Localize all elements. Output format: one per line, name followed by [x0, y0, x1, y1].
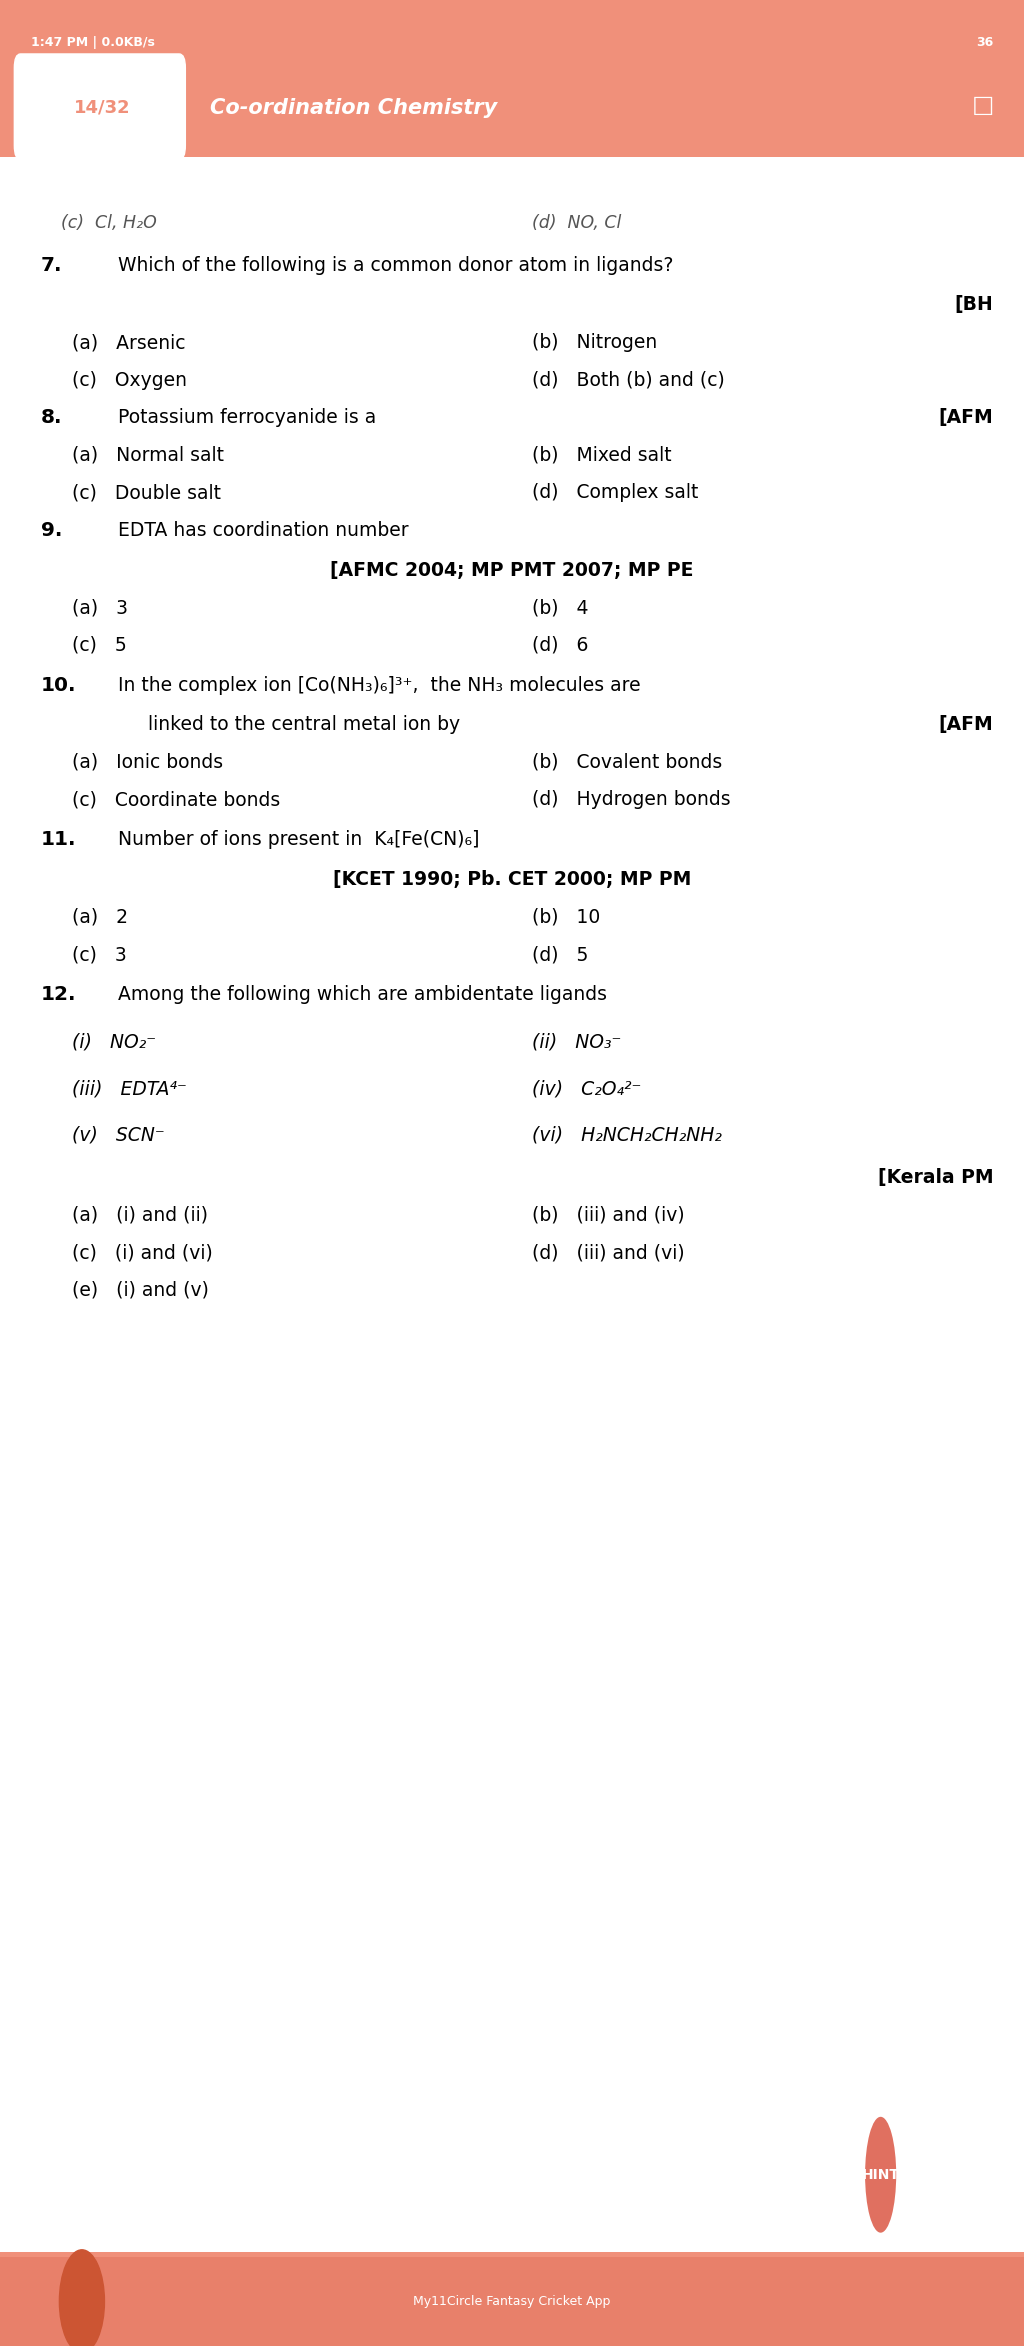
- Text: In the complex ion [Co(NH₃)₆]³⁺,  the NH₃ molecules are: In the complex ion [Co(NH₃)₆]³⁺, the NH₃…: [118, 676, 640, 694]
- Text: (c)   Double salt: (c) Double salt: [72, 483, 221, 502]
- Text: (b)   10: (b) 10: [532, 908, 601, 927]
- Text: (iv)   C₂O₄²⁻: (iv) C₂O₄²⁻: [532, 1079, 642, 1098]
- Text: (c)   Oxygen: (c) Oxygen: [72, 371, 186, 389]
- Text: 36: 36: [976, 35, 993, 49]
- Ellipse shape: [865, 2116, 896, 2233]
- Text: (c)   (i) and (vi): (c) (i) and (vi): [72, 1243, 212, 1262]
- FancyBboxPatch shape: [14, 54, 185, 160]
- Text: (c)  Cl, H₂O: (c) Cl, H₂O: [61, 213, 158, 232]
- Text: 14/32: 14/32: [74, 99, 131, 117]
- Text: 11.: 11.: [41, 830, 77, 849]
- Text: HINT: HINT: [861, 2168, 900, 2182]
- Text: (a)   Arsenic: (a) Arsenic: [72, 333, 185, 352]
- Text: [KCET 1990; Pb. CET 2000; MP PM: [KCET 1990; Pb. CET 2000; MP PM: [333, 870, 691, 889]
- Text: (d)   5: (d) 5: [532, 945, 589, 964]
- Text: [AFM: [AFM: [939, 408, 993, 427]
- Text: [AFMC 2004; MP PMT 2007; MP PE: [AFMC 2004; MP PMT 2007; MP PE: [331, 561, 693, 579]
- Text: Potassium ferrocyanide is a: Potassium ferrocyanide is a: [118, 408, 376, 427]
- Text: (d)   Both (b) and (c): (d) Both (b) and (c): [532, 371, 725, 389]
- Text: ☐: ☐: [972, 96, 994, 120]
- Text: linked to the central metal ion by: linked to the central metal ion by: [118, 716, 460, 734]
- Text: (a)   (i) and (ii): (a) (i) and (ii): [72, 1206, 208, 1225]
- Text: Among the following which are ambidentate ligands: Among the following which are ambidentat…: [118, 985, 607, 1004]
- Text: 10.: 10.: [41, 676, 77, 694]
- Text: Which of the following is a common donor atom in ligands?: Which of the following is a common donor…: [118, 256, 673, 274]
- Text: [AFM: [AFM: [939, 716, 993, 734]
- Text: EDTA has coordination number: EDTA has coordination number: [118, 521, 409, 540]
- Bar: [0, 2257, 1024, 2346]
- Text: (c)   3: (c) 3: [72, 945, 126, 964]
- Text: (iii)   EDTA⁴⁻: (iii) EDTA⁴⁻: [72, 1079, 186, 1098]
- Text: (b)   Covalent bonds: (b) Covalent bonds: [532, 753, 723, 772]
- Text: (a)   2: (a) 2: [72, 908, 128, 927]
- Text: 7.: 7.: [41, 256, 62, 274]
- Text: Number of ions present in  K₄[Fe(CN)₆]: Number of ions present in K₄[Fe(CN)₆]: [118, 830, 479, 849]
- Circle shape: [59, 2250, 104, 2346]
- Text: (a)   Ionic bonds: (a) Ionic bonds: [72, 753, 223, 772]
- Text: (ii)   NO₃⁻: (ii) NO₃⁻: [532, 1032, 622, 1051]
- Text: (b)   4: (b) 4: [532, 598, 589, 617]
- Text: 9.: 9.: [41, 521, 62, 540]
- Text: (b)   Nitrogen: (b) Nitrogen: [532, 333, 657, 352]
- Text: (i)   NO₂⁻: (i) NO₂⁻: [72, 1032, 156, 1051]
- Text: My11Circle Fantasy Cricket App: My11Circle Fantasy Cricket App: [414, 2294, 610, 2308]
- Text: (vi)   H₂NCH₂CH₂NH₂: (vi) H₂NCH₂CH₂NH₂: [532, 1126, 722, 1145]
- Text: (c)   Coordinate bonds: (c) Coordinate bonds: [72, 791, 280, 809]
- Text: [Kerala PM: [Kerala PM: [878, 1168, 993, 1187]
- Text: Co-ordination Chemistry: Co-ordination Chemistry: [210, 99, 498, 117]
- Text: 1:47 PM | 0.0KB/s: 1:47 PM | 0.0KB/s: [31, 35, 155, 49]
- Text: (v)   SCN⁻: (v) SCN⁻: [72, 1126, 165, 1145]
- Text: (b)   (iii) and (iv): (b) (iii) and (iv): [532, 1206, 685, 1225]
- Text: (e)   (i) and (v): (e) (i) and (v): [72, 1281, 209, 1300]
- Text: (d)   Complex salt: (d) Complex salt: [532, 483, 698, 502]
- Bar: [0, 157, 1024, 2252]
- Text: (b)   Mixed salt: (b) Mixed salt: [532, 446, 672, 465]
- Text: 12.: 12.: [41, 985, 77, 1004]
- Text: (c)   5: (c) 5: [72, 636, 126, 655]
- Text: (d)  NO, Cl: (d) NO, Cl: [532, 213, 622, 232]
- Text: (d)   Hydrogen bonds: (d) Hydrogen bonds: [532, 791, 731, 809]
- Text: (d)   (iii) and (vi): (d) (iii) and (vi): [532, 1243, 685, 1262]
- Text: (a)   Normal salt: (a) Normal salt: [72, 446, 223, 465]
- Text: 8.: 8.: [41, 408, 62, 427]
- Text: (a)   3: (a) 3: [72, 598, 128, 617]
- Text: (d)   6: (d) 6: [532, 636, 589, 655]
- Text: [BH: [BH: [954, 296, 993, 314]
